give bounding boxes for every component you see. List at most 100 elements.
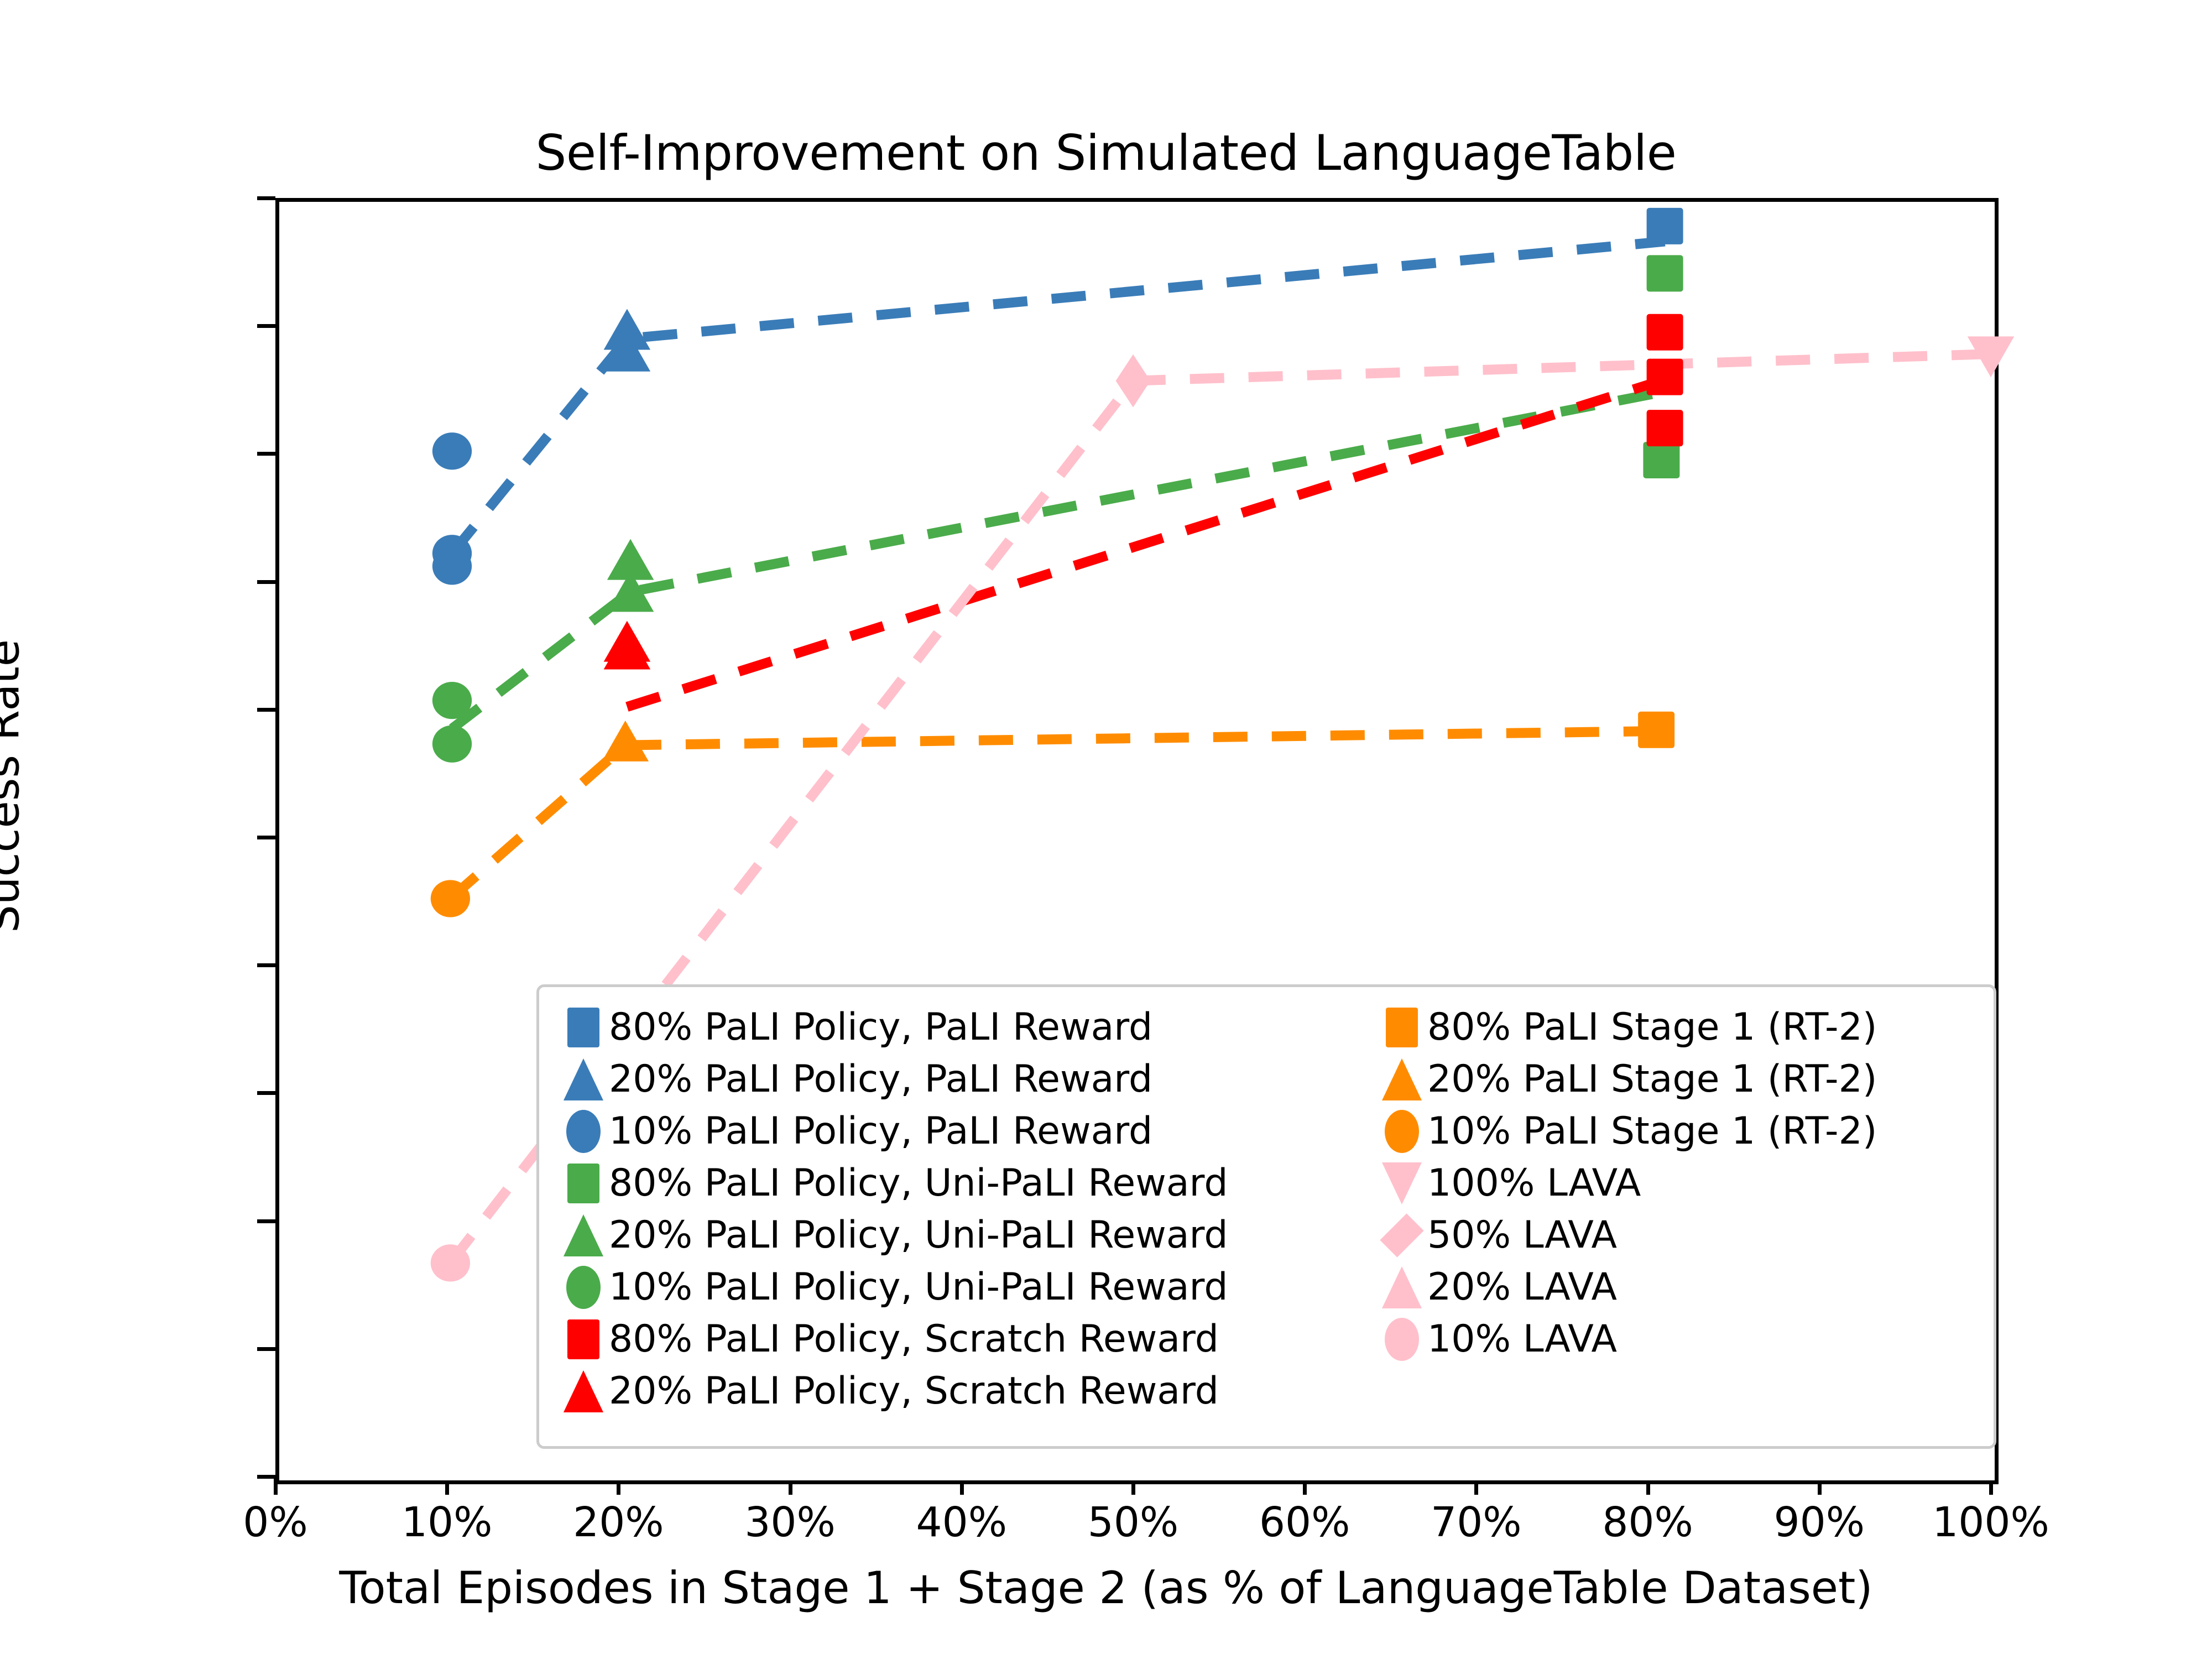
- data-point-marker: [1646, 255, 1683, 292]
- y-axis-label: Success Rate: [0, 639, 29, 933]
- x-tick-label: 30%: [744, 1499, 836, 1546]
- legend-triangle-down-icon: [1382, 1162, 1422, 1204]
- x-tick-mark: [1646, 1477, 1650, 1495]
- legend-marker: [558, 1319, 609, 1359]
- chart-title: Self-Improvement on Simulated LanguageTa…: [535, 124, 1677, 181]
- data-point-marker: [1967, 336, 2015, 378]
- data-point-marker: [603, 309, 651, 350]
- data-point-marker: [432, 725, 472, 763]
- legend-circle-icon: [566, 1266, 601, 1309]
- y-tick-mark: [257, 707, 275, 712]
- trend-line: [447, 726, 1657, 902]
- legend-item[interactable]: 20% PaLI Policy, Scratch Reward: [558, 1365, 1376, 1417]
- x-tick-label: 10%: [401, 1499, 493, 1546]
- legend-item[interactable]: 50% LAVA: [1376, 1209, 1974, 1261]
- x-tick-mark: [1989, 1477, 1993, 1495]
- legend-triangle-up-icon: [564, 1058, 603, 1100]
- y-tick-mark: [257, 1475, 275, 1479]
- legend-circle-icon: [1385, 1110, 1419, 1153]
- data-point-marker: [607, 539, 654, 580]
- legend-marker: [558, 1058, 609, 1100]
- data-point-marker: [603, 330, 651, 372]
- legend-marker: [1376, 1110, 1427, 1153]
- x-tick-mark: [274, 1477, 278, 1495]
- data-point-marker: [602, 720, 649, 761]
- x-tick-mark: [445, 1477, 450, 1495]
- x-tick-mark: [1474, 1477, 1479, 1495]
- y-tick-mark: [257, 324, 275, 328]
- legend-marker: [558, 1110, 609, 1153]
- legend-item[interactable]: 80% PaLI Stage 1 (RT-2): [1376, 1001, 1974, 1053]
- x-tick-label: 20%: [573, 1499, 664, 1546]
- legend-diamond-icon: [1380, 1213, 1424, 1258]
- plot-series-layer: [430, 207, 2015, 1282]
- legend-item[interactable]: 80% PaLI Policy, PaLI Reward: [558, 1001, 1376, 1053]
- data-point-marker: [1638, 711, 1675, 748]
- x-tick-mark: [617, 1477, 621, 1495]
- x-tick-label: 80%: [1602, 1499, 1693, 1546]
- legend-marker: [1376, 1318, 1427, 1361]
- data-point-marker: [1115, 354, 1151, 408]
- legend-circle-icon: [1385, 1318, 1419, 1361]
- legend-item-label: 20% PaLI Stage 1 (RT-2): [1427, 1057, 1877, 1101]
- legend-item[interactable]: 10% PaLI Policy, PaLI Reward: [558, 1105, 1376, 1157]
- data-point-marker: [603, 628, 651, 670]
- legend-circle-icon: [566, 1110, 601, 1153]
- legend-triangle-up-icon: [1382, 1266, 1422, 1308]
- legend-triangle-up-icon: [564, 1370, 603, 1412]
- legend-square-icon: [567, 1008, 599, 1047]
- data-point-marker: [1646, 207, 1683, 244]
- chart-legend: 80% PaLI Policy, PaLI Reward 20% PaLI Pol…: [536, 984, 1996, 1449]
- data-point-marker: [1646, 358, 1683, 395]
- x-tick-mark: [1303, 1477, 1307, 1495]
- legend-item-label: 100% LAVA: [1427, 1161, 1641, 1205]
- data-point-marker: [607, 571, 654, 612]
- legend-item-label: 80% PaLI Policy, Uni-PaLI Reward: [609, 1161, 1228, 1205]
- legend-marker: [1376, 1008, 1427, 1047]
- legend-item[interactable]: 20% PaLI Policy, PaLI Reward: [558, 1053, 1376, 1105]
- legend-marker: [1376, 1058, 1427, 1100]
- data-point-marker: [432, 681, 472, 719]
- y-tick-mark: [257, 836, 275, 839]
- legend-triangle-up-icon: [564, 1214, 603, 1256]
- data-point-marker: [1643, 441, 1680, 478]
- data-point-marker: [1646, 314, 1683, 351]
- legend-item[interactable]: 20% LAVA: [1376, 1261, 1974, 1313]
- legend-item[interactable]: 10% PaLI Policy, Uni-PaLI Reward: [558, 1261, 1376, 1313]
- legend-item-label: 80% PaLI Policy, PaLI Reward: [609, 1005, 1153, 1049]
- legend-item-label: 10% PaLI Stage 1 (RT-2): [1427, 1109, 1877, 1153]
- legend-item-label: 80% PaLI Policy, Scratch Reward: [609, 1317, 1219, 1361]
- legend-square-icon: [567, 1164, 599, 1203]
- legend-item[interactable]: 20% PaLI Stage 1 (RT-2): [1376, 1053, 1974, 1105]
- legend-triangle-up-icon: [1382, 1058, 1422, 1100]
- legend-column-right: 80% PaLI Stage 1 (RT-2) 20% PaLI Stage 1 …: [1376, 1001, 1974, 1432]
- data-markers-group: [430, 207, 2015, 1282]
- legend-column-left: 80% PaLI Policy, PaLI Reward 20% PaLI Pol…: [558, 1001, 1376, 1432]
- legend-item[interactable]: 10% PaLI Stage 1 (RT-2): [1376, 1105, 1974, 1157]
- legend-item-label: 20% PaLI Policy, PaLI Reward: [609, 1057, 1153, 1101]
- x-tick-label: 70%: [1431, 1499, 1522, 1546]
- legend-item[interactable]: 10% LAVA: [1376, 1313, 1974, 1365]
- x-tick-label: 60%: [1259, 1499, 1350, 1546]
- trend-line: [448, 236, 1666, 557]
- legend-marker: [1376, 1162, 1427, 1204]
- x-tick-label: 100%: [1932, 1499, 2049, 1546]
- legend-item-label: 50% LAVA: [1427, 1213, 1618, 1257]
- legend-item[interactable]: 100% LAVA: [1376, 1157, 1974, 1209]
- legend-marker: [558, 1370, 609, 1412]
- legend-item[interactable]: 80% PaLI Policy, Scratch Reward: [558, 1313, 1376, 1365]
- y-tick-mark: [257, 1091, 275, 1095]
- legend-marker: [558, 1214, 609, 1256]
- x-tick-mark: [959, 1477, 964, 1495]
- x-tick-label: 90%: [1773, 1499, 1865, 1546]
- data-point-marker: [430, 880, 471, 917]
- legend-item-label: 20% LAVA: [1427, 1265, 1618, 1309]
- x-tick-label: 0%: [243, 1499, 308, 1546]
- trend-line: [625, 374, 1667, 712]
- x-axis-label: Total Episodes in Stage 1 + Stage 2 (as …: [339, 1562, 1873, 1614]
- legend-item[interactable]: 80% PaLI Policy, Uni-PaLI Reward: [558, 1157, 1376, 1209]
- x-tick-mark: [1817, 1477, 1822, 1495]
- legend-item[interactable]: 20% PaLI Policy, Uni-PaLI Reward: [558, 1209, 1376, 1261]
- x-tick-mark: [1131, 1477, 1135, 1495]
